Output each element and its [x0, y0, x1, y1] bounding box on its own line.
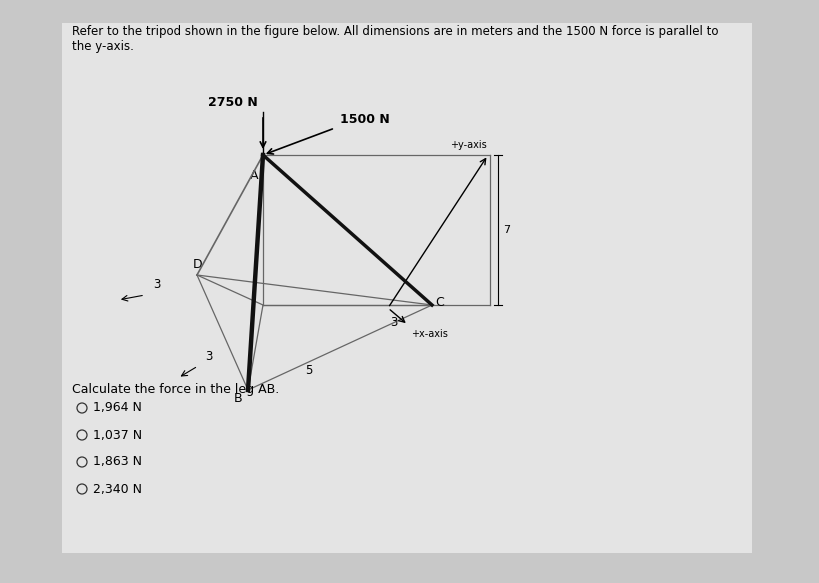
- Text: Calculate the force in the leg AB.: Calculate the force in the leg AB.: [72, 383, 279, 396]
- Text: 3: 3: [205, 350, 212, 363]
- Text: the y-axis.: the y-axis.: [72, 40, 133, 53]
- Text: A: A: [250, 169, 259, 182]
- Text: 3: 3: [153, 279, 161, 292]
- FancyBboxPatch shape: [62, 23, 752, 553]
- Text: 1,863 N: 1,863 N: [93, 455, 142, 469]
- Text: 1,964 N: 1,964 N: [93, 402, 142, 415]
- Text: C: C: [435, 297, 444, 310]
- Text: +x-axis: +x-axis: [411, 329, 448, 339]
- Text: 1500 N: 1500 N: [340, 113, 390, 126]
- Text: D: D: [193, 258, 202, 271]
- Text: Refer to the tripod shown in the figure below. All dimensions are in meters and : Refer to the tripod shown in the figure …: [72, 25, 718, 38]
- Text: 2750 N: 2750 N: [208, 96, 258, 109]
- Text: 2,340 N: 2,340 N: [93, 483, 142, 496]
- Text: +y-axis: +y-axis: [450, 140, 486, 150]
- Text: 3: 3: [390, 317, 397, 329]
- Text: B: B: [234, 392, 242, 405]
- Text: 1,037 N: 1,037 N: [93, 429, 143, 441]
- Text: 5: 5: [305, 363, 312, 377]
- Text: 7: 7: [503, 225, 510, 235]
